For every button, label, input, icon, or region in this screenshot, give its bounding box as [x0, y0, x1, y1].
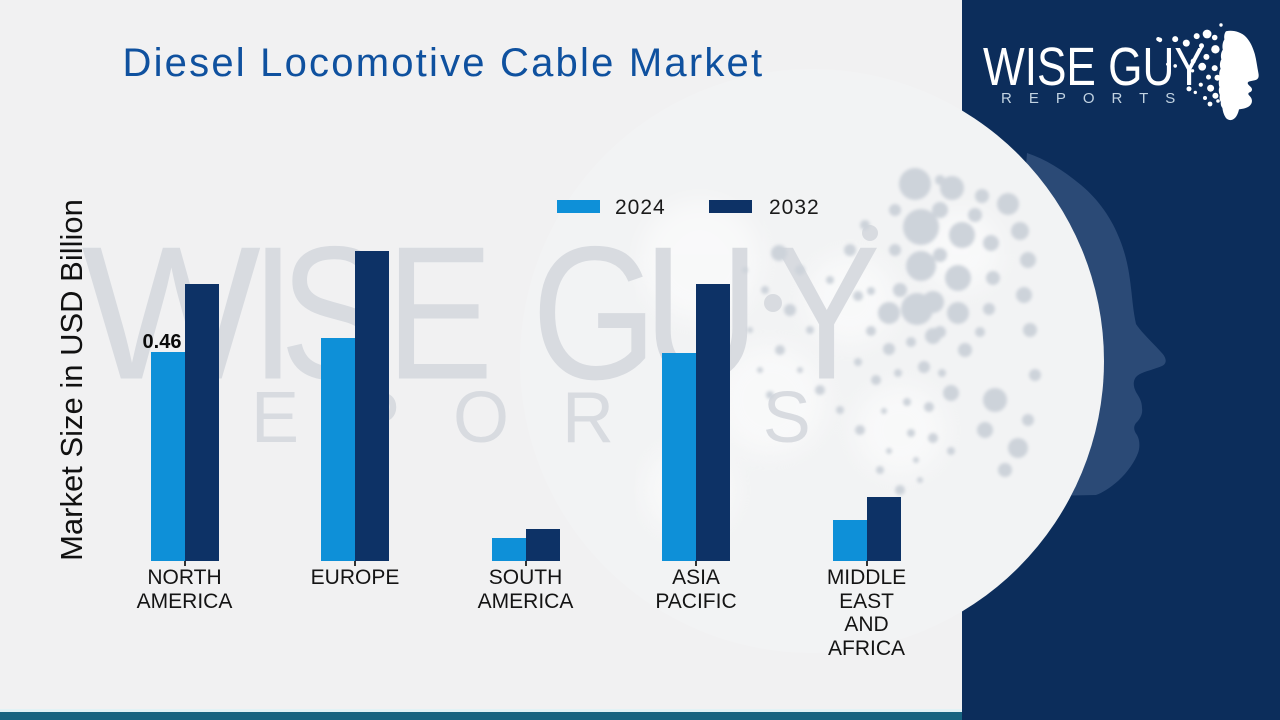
svg-text:WISE GUY: WISE GUY	[983, 37, 1204, 97]
svg-text:REPORTS: REPORTS	[1001, 90, 1192, 107]
svg-text:REPORTS: REPORTS	[146, 378, 864, 458]
